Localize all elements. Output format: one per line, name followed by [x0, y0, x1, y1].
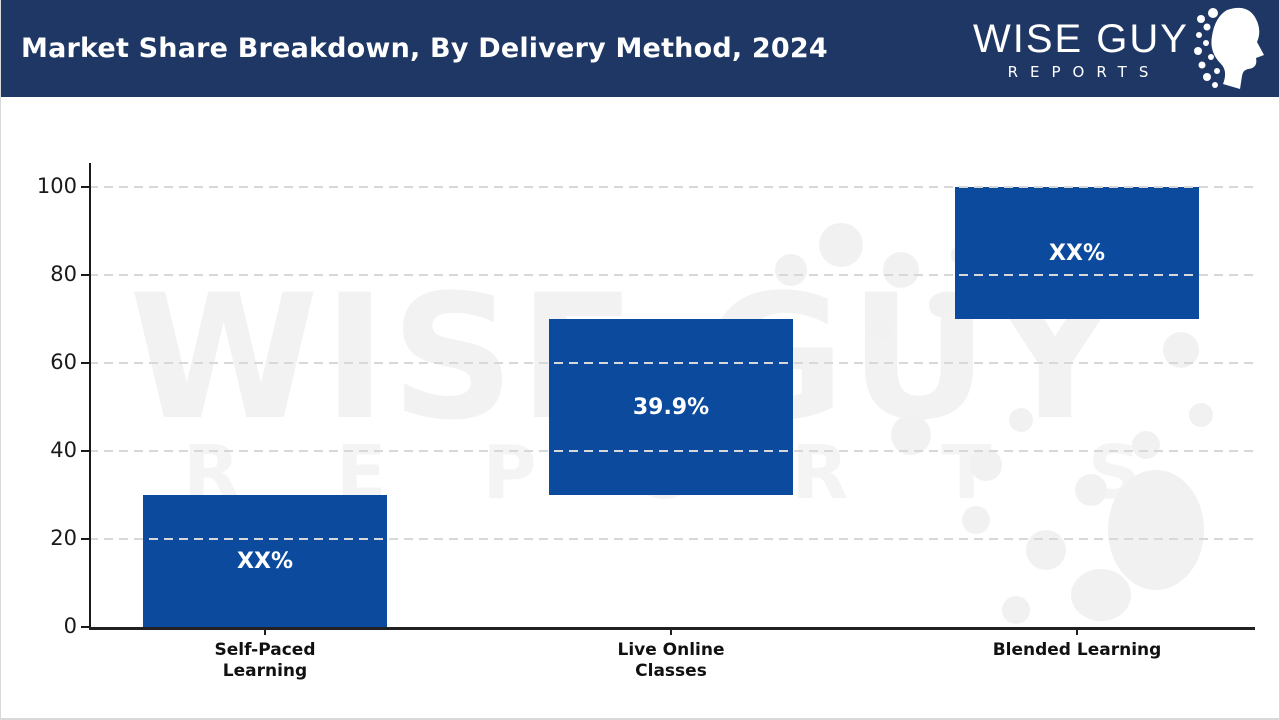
bar-value-label-1: 39.9%	[632, 394, 710, 420]
x-category-label-2: Blended Learning	[927, 640, 1227, 661]
x-tick-mark-1	[670, 627, 672, 635]
y-tick-mark-20	[81, 538, 89, 540]
x-tick-mark-2	[1076, 627, 1078, 635]
x-axis-line	[89, 627, 1255, 630]
brand-subtitle: REPORTS	[1007, 62, 1161, 81]
y-tick-label-40: 40	[50, 438, 77, 462]
bar-value-label-2: XX%	[1049, 240, 1105, 266]
x-category-label-0: Self-Paced Learning	[115, 640, 415, 682]
brand-logo-text: WISE GUY REPORTS	[973, 17, 1189, 81]
gridline-60	[89, 362, 1255, 364]
bar-segment-1: 39.9%	[549, 319, 793, 495]
watermark-head-dots	[775, 223, 1213, 624]
y-tick-label-100: 100	[36, 174, 77, 198]
y-axis-line	[89, 163, 91, 627]
x-category-label-line: Self-Paced	[214, 640, 316, 660]
gridline-40	[89, 450, 1255, 452]
x-tick-mark-0	[264, 627, 266, 635]
x-category-label-line: Live Online	[617, 640, 725, 660]
y-tick-label-0: 0	[63, 614, 77, 638]
y-tick-mark-40	[81, 450, 89, 452]
brand-name: WISE GUY	[972, 16, 1189, 61]
y-tick-mark-0	[81, 626, 89, 628]
y-tick-label-80: 80	[50, 262, 77, 286]
gridline-80	[89, 274, 1255, 276]
x-category-label-line: Classes	[635, 661, 707, 681]
x-category-label-line: Blended Learning	[992, 640, 1162, 660]
y-tick-label-20: 20	[50, 526, 77, 550]
bar-segment-0: XX%	[143, 495, 387, 627]
gridline-100	[89, 186, 1255, 188]
y-tick-mark-80	[81, 274, 89, 276]
bar-segment-2: XX%	[955, 187, 1199, 320]
brand-head-icon	[1194, 7, 1264, 89]
header-bar: Market Share Breakdown, By Delivery Meth…	[1, 0, 1279, 97]
y-tick-mark-60	[81, 362, 89, 364]
x-category-label-1: Live Online Classes	[521, 640, 821, 682]
y-tick-mark-100	[81, 186, 89, 188]
chart-title: Market Share Breakdown, By Delivery Meth…	[21, 33, 828, 64]
y-tick-label-60: 60	[50, 350, 77, 374]
x-category-label-line: Learning	[222, 661, 308, 681]
gridline-20	[89, 538, 1255, 540]
bar-value-label-0: XX%	[237, 548, 293, 574]
brand-logo: WISE GUY REPORTS	[973, 5, 1267, 93]
